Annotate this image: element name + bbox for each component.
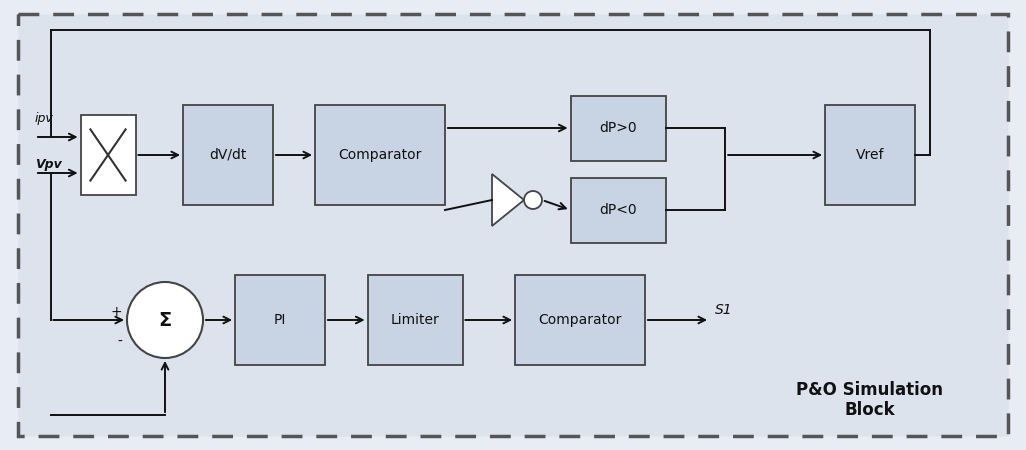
Text: Comparator: Comparator: [339, 148, 422, 162]
Text: S1: S1: [715, 303, 733, 317]
Text: Σ: Σ: [158, 310, 171, 329]
Text: dP>0: dP>0: [599, 121, 637, 135]
Text: PI: PI: [274, 313, 286, 327]
Circle shape: [524, 191, 542, 209]
Bar: [235, 275, 325, 365]
Text: Limiter: Limiter: [391, 313, 439, 327]
Text: -: -: [117, 335, 122, 349]
Circle shape: [127, 282, 203, 358]
Bar: [315, 105, 445, 205]
Text: ipv: ipv: [35, 112, 53, 125]
Text: Vref: Vref: [856, 148, 884, 162]
Bar: [570, 95, 666, 161]
Bar: [80, 115, 135, 195]
Bar: [183, 105, 273, 205]
Polygon shape: [492, 174, 524, 226]
Bar: [570, 177, 666, 243]
FancyBboxPatch shape: [18, 14, 1008, 436]
Text: P&O Simulation
Block: P&O Simulation Block: [796, 381, 944, 419]
Text: dP<0: dP<0: [599, 203, 637, 217]
Text: dV/dt: dV/dt: [209, 148, 246, 162]
Bar: [515, 275, 645, 365]
Text: +: +: [111, 305, 122, 319]
Bar: [367, 275, 463, 365]
Text: Vpv: Vpv: [35, 158, 62, 171]
Bar: [825, 105, 915, 205]
Text: Comparator: Comparator: [539, 313, 622, 327]
